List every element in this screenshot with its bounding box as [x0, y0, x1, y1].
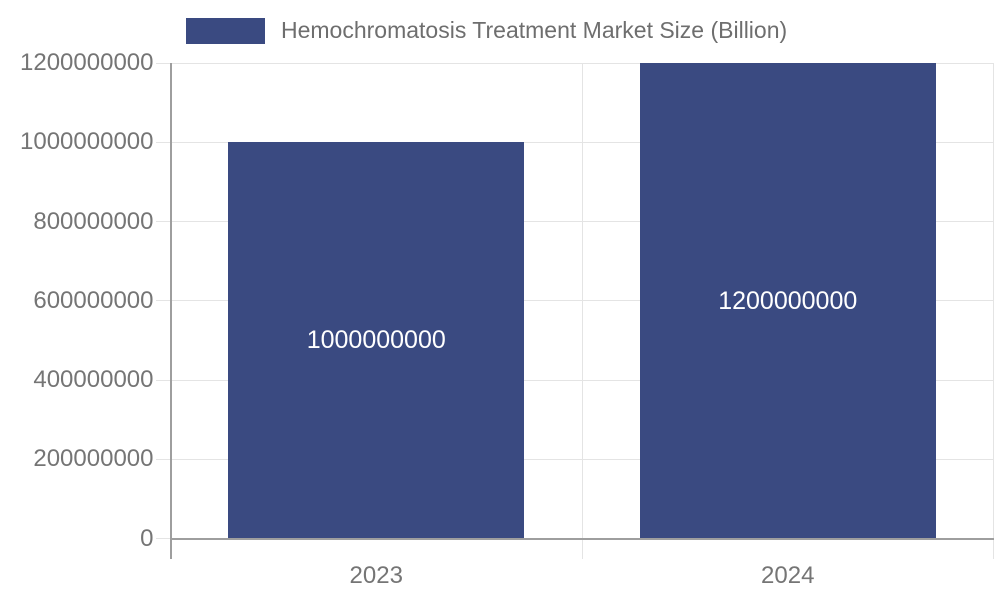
bar-value-label: 1200000000	[718, 286, 858, 315]
bar	[228, 142, 525, 539]
y-tick-mark	[155, 379, 171, 381]
y-tick-mark	[155, 141, 171, 143]
y-tick-label: 600000000	[33, 286, 154, 314]
y-axis-line	[169, 63, 172, 559]
y-tick-mark	[155, 221, 171, 222]
gridline-vertical	[993, 63, 994, 559]
y-tick-label: 400000000	[33, 366, 154, 393]
bar-value-label: 1000000000	[306, 326, 446, 355]
y-tick-mark	[155, 458, 171, 460]
y-tick-label: 200000000	[33, 445, 154, 473]
y-tick-label: 1000000000	[20, 128, 154, 156]
y-tick-label: 800000000	[33, 207, 154, 235]
y-tick-mark	[155, 300, 171, 302]
y-tick-mark	[155, 62, 171, 64]
gridline-vertical	[581, 63, 583, 559]
y-tick-mark	[155, 538, 171, 539]
x-axis-baseline	[169, 537, 994, 540]
legend-label: Hemochromatosis Treatment Market Size (B…	[281, 17, 788, 43]
y-tick-label: 1200000000	[20, 49, 154, 76]
x-tick-label: 2023	[349, 561, 403, 589]
x-tick-label: 2024	[761, 561, 815, 589]
legend-swatch	[186, 17, 265, 44]
y-tick-label: 0	[140, 524, 154, 552]
bar	[639, 63, 936, 539]
legend: Hemochromatosis Treatment Market Size (B…	[186, 17, 787, 44]
